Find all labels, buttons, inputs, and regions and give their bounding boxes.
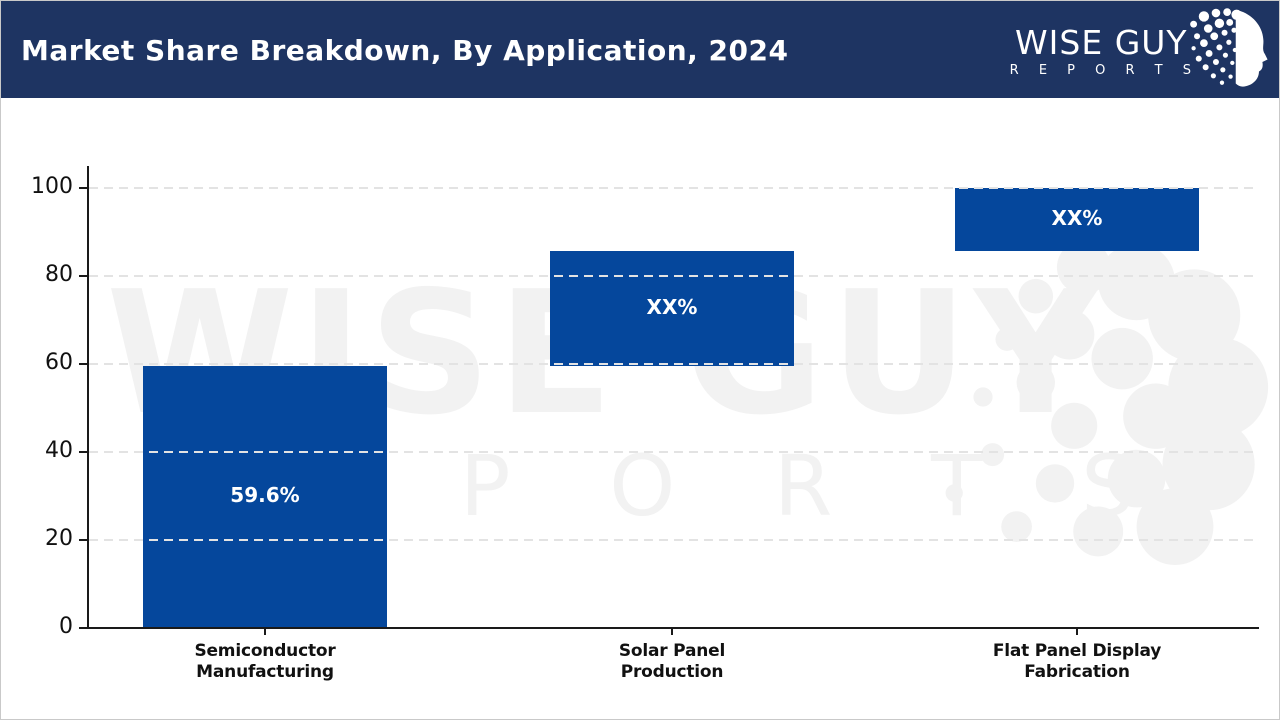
x-tick-mark [1076, 629, 1078, 635]
y-tick-label: 40 [45, 438, 73, 463]
y-tick-label: 100 [31, 174, 73, 199]
category-label: Semiconductor Manufacturing [194, 641, 336, 682]
y-tick-mark [79, 363, 87, 365]
y-tick-mark [79, 275, 87, 277]
category-label: Flat Panel Display Fabrication [992, 641, 1162, 682]
y-tick-label: 0 [59, 614, 73, 639]
category-label: Solar Panel Production [618, 641, 726, 682]
bar-value-label: XX% [646, 294, 698, 319]
bar-semiconductor-manufacturing [143, 365, 387, 628]
y-tick-label: 60 [45, 350, 73, 375]
y-tick-mark [79, 627, 87, 629]
gridline [89, 275, 1256, 277]
y-tick-mark [79, 451, 87, 453]
bar-value-label: XX% [1051, 205, 1103, 230]
bar-value-label: 59.6% [230, 482, 300, 507]
y-axis-line [87, 166, 89, 628]
logo-name: WISE GUY [1015, 22, 1188, 62]
y-tick-label: 80 [45, 262, 73, 287]
gridline [89, 451, 1256, 453]
gridline [89, 539, 1256, 541]
y-tick-mark [79, 539, 87, 541]
bar-flat-panel-display-fabrication [955, 188, 1199, 252]
wiseguy-logo: WISE GUY R E P O R T S [1004, 7, 1271, 93]
x-tick-mark [671, 629, 673, 635]
header-bar: Market Share Breakdown, By Application, … [1, 1, 1279, 98]
x-axis-line [86, 627, 1259, 629]
watermark-head-icon [945, 240, 1269, 565]
gridline [89, 187, 1256, 189]
page-title: Market Share Breakdown, By Application, … [21, 34, 789, 67]
wiseguy-face-icon [1190, 8, 1268, 87]
bar-solar-panel-production [550, 251, 794, 366]
y-tick-label: 20 [45, 526, 73, 551]
x-tick-mark [264, 629, 266, 635]
y-tick-mark [79, 187, 87, 189]
gridline [89, 363, 1256, 365]
logo-subtitle: R E P O R T S [1009, 62, 1199, 78]
